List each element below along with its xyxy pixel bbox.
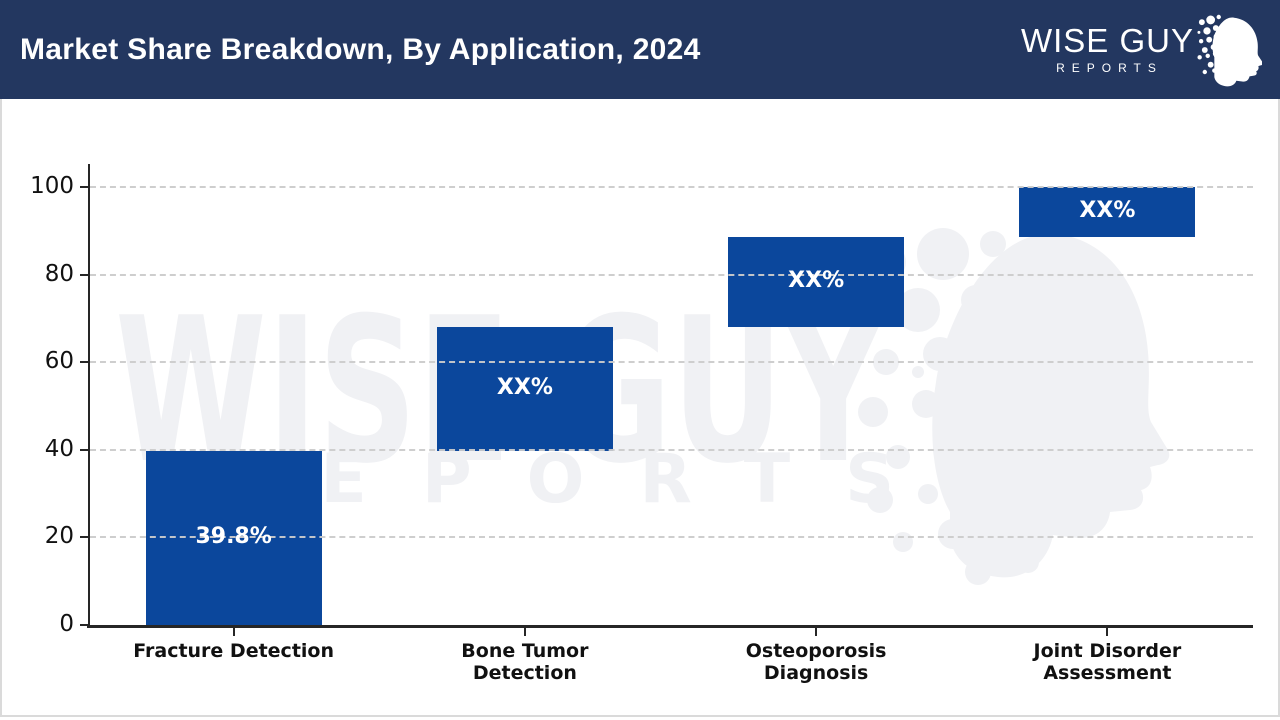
x-tick (1106, 628, 1109, 636)
logo-face-icon (1197, 14, 1262, 86)
y-tick-80 (80, 273, 88, 276)
gridline-40 (90, 448, 1253, 451)
bar-value-label: XX% (1079, 197, 1136, 223)
y-axis-line (88, 164, 90, 625)
bar-value-label: XX% (496, 374, 553, 400)
y-tick-label-0: 0 (59, 611, 74, 637)
y-tick-100 (80, 186, 88, 188)
bar-value-label: 39.8% (195, 523, 272, 549)
watermark-text-line2: REPORTS (213, 440, 949, 519)
x-category-label: Fracture Detection (133, 640, 334, 662)
y-tick-label-20: 20 (44, 523, 74, 550)
watermark-face (858, 228, 1170, 585)
gridline-20 (90, 536, 1253, 539)
bar-segment (436, 327, 613, 451)
brand-logo: WISE GUY REPORTS (1021, 12, 1262, 88)
x-tick (232, 628, 235, 636)
x-tick (523, 628, 526, 636)
bar-value-label: XX% (788, 268, 845, 294)
y-tick-20 (80, 536, 88, 539)
logo-wordmark: WISE GUY (1020, 22, 1194, 59)
y-tick-label-60: 60 (44, 348, 74, 375)
y-tick-label-100: 100 (30, 173, 74, 199)
x-category-label: Joint Disorder Assessment (1033, 640, 1182, 684)
y-tick-label-40: 40 (44, 435, 74, 462)
bar-segment (1019, 187, 1196, 237)
page-title: Market Share Breakdown, By Application, … (20, 32, 701, 66)
y-tick-40 (80, 448, 88, 451)
logo-subtext: REPORTS (1056, 61, 1163, 75)
y-tick-label-80: 80 (44, 260, 74, 287)
gridline-80 (90, 273, 1253, 276)
gridline-60 (90, 361, 1253, 364)
x-category-label: Osteoporosis Diagnosis (745, 640, 887, 684)
y-tick-0 (80, 624, 88, 626)
x-category-label: Bone Tumor Detection (461, 640, 589, 684)
x-axis-line (87, 625, 1253, 628)
gridline-100 (90, 186, 1253, 188)
y-tick-60 (80, 361, 88, 364)
header-bar: Market Share Breakdown, By Application, … (0, 0, 1280, 99)
x-tick (815, 628, 818, 636)
